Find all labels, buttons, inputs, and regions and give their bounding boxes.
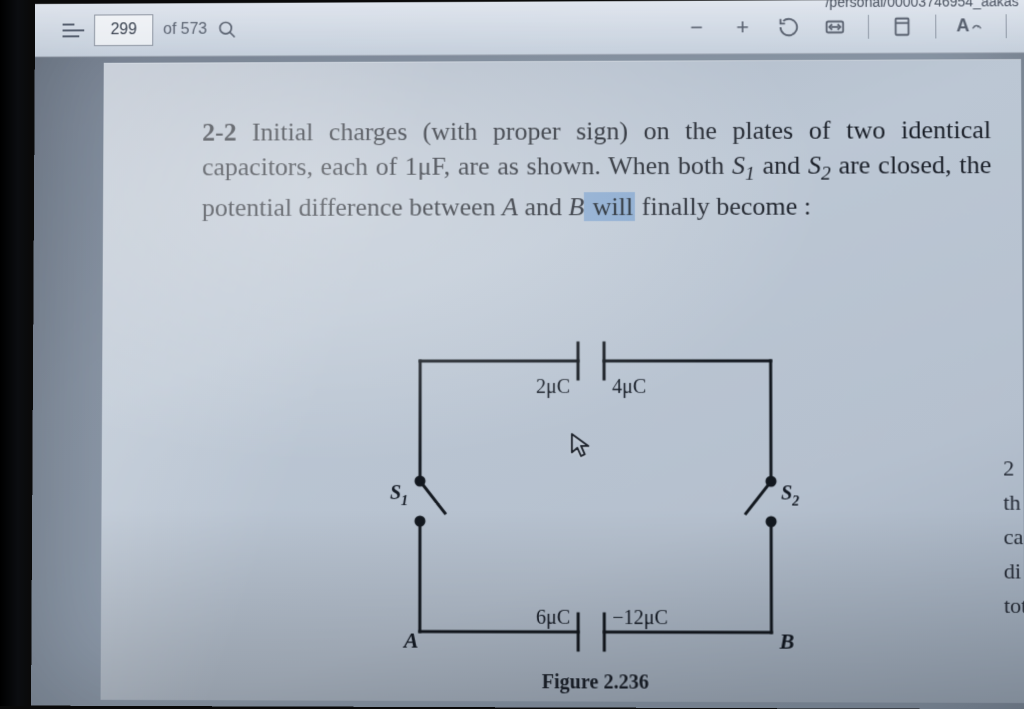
rotate-icon[interactable] xyxy=(776,14,802,40)
device-screen: /personal/00003746954_aakas 299 of 573 −… xyxy=(31,0,1024,709)
photo-left-edge xyxy=(0,0,30,706)
document-page: 2-2 Initial charges (with proper sign) o… xyxy=(101,59,1024,703)
read-aloud-icon[interactable]: A xyxy=(956,13,985,39)
crop-line: tot xyxy=(1004,589,1024,624)
cropped-right-text: 2 th ca di tot xyxy=(1003,451,1024,623)
crop-line: di xyxy=(1004,555,1024,590)
toolbar-separator xyxy=(935,14,936,38)
bottom-left-charge-label: 6μC xyxy=(536,607,570,629)
problem-text-5: finally become : xyxy=(635,191,811,220)
highlighted-word: will xyxy=(584,192,635,221)
problem-text-2: and xyxy=(755,151,808,180)
node-b-label: B xyxy=(778,629,794,653)
switch1-symbol: S xyxy=(732,151,745,180)
read-aloud-label: A xyxy=(956,15,969,36)
node-b-symbol: B xyxy=(568,192,584,221)
switch1-label: S1 xyxy=(390,482,408,509)
node-a-symbol: A xyxy=(502,192,518,221)
page-number-value: 299 xyxy=(110,21,136,39)
toolbar-separator xyxy=(1006,14,1007,38)
zoom-in-button[interactable]: + xyxy=(730,14,756,40)
bottom-right-charge-label: −12μC xyxy=(612,607,668,629)
problem-text-4: and xyxy=(518,192,568,221)
top-left-charge-label: 2μC xyxy=(536,376,570,398)
mouse-cursor-icon xyxy=(570,431,592,459)
crop-line: 2 xyxy=(1003,451,1024,485)
page-total-label: of 573 xyxy=(163,20,207,38)
figure-caption: Figure 2.236 xyxy=(360,671,833,696)
toolbar-separator xyxy=(868,14,869,38)
circuit-figure: 2μC 4μC 6μC −12μC S1 S2 A B Figure 2.236 xyxy=(360,321,832,683)
switch2-symbol: S xyxy=(808,151,821,180)
top-right-charge-label: 4μC xyxy=(612,376,646,398)
switch2-label: S2 xyxy=(781,482,799,509)
file-path-fragment: /personal/00003746954_aakas xyxy=(825,0,1018,10)
page-view-icon[interactable] xyxy=(889,13,915,39)
zoom-out-button[interactable]: − xyxy=(684,14,710,40)
switch1-subscript: 1 xyxy=(745,164,755,185)
search-icon[interactable] xyxy=(217,18,239,40)
fit-width-icon[interactable] xyxy=(822,13,848,39)
outline-toggle-icon[interactable] xyxy=(63,21,85,39)
problem-statement: 2-2 Initial charges (with proper sign) o… xyxy=(202,112,992,225)
crop-line: th xyxy=(1003,486,1024,520)
node-a-label: A xyxy=(402,628,419,652)
pdf-toolbar: /personal/00003746954_aakas 299 of 573 −… xyxy=(35,0,1024,57)
problem-number: 2-2 xyxy=(202,118,236,147)
crop-line: ca xyxy=(1003,520,1024,554)
zoom-controls: − + xyxy=(684,13,1007,40)
page-number-input[interactable]: 299 xyxy=(94,14,153,46)
